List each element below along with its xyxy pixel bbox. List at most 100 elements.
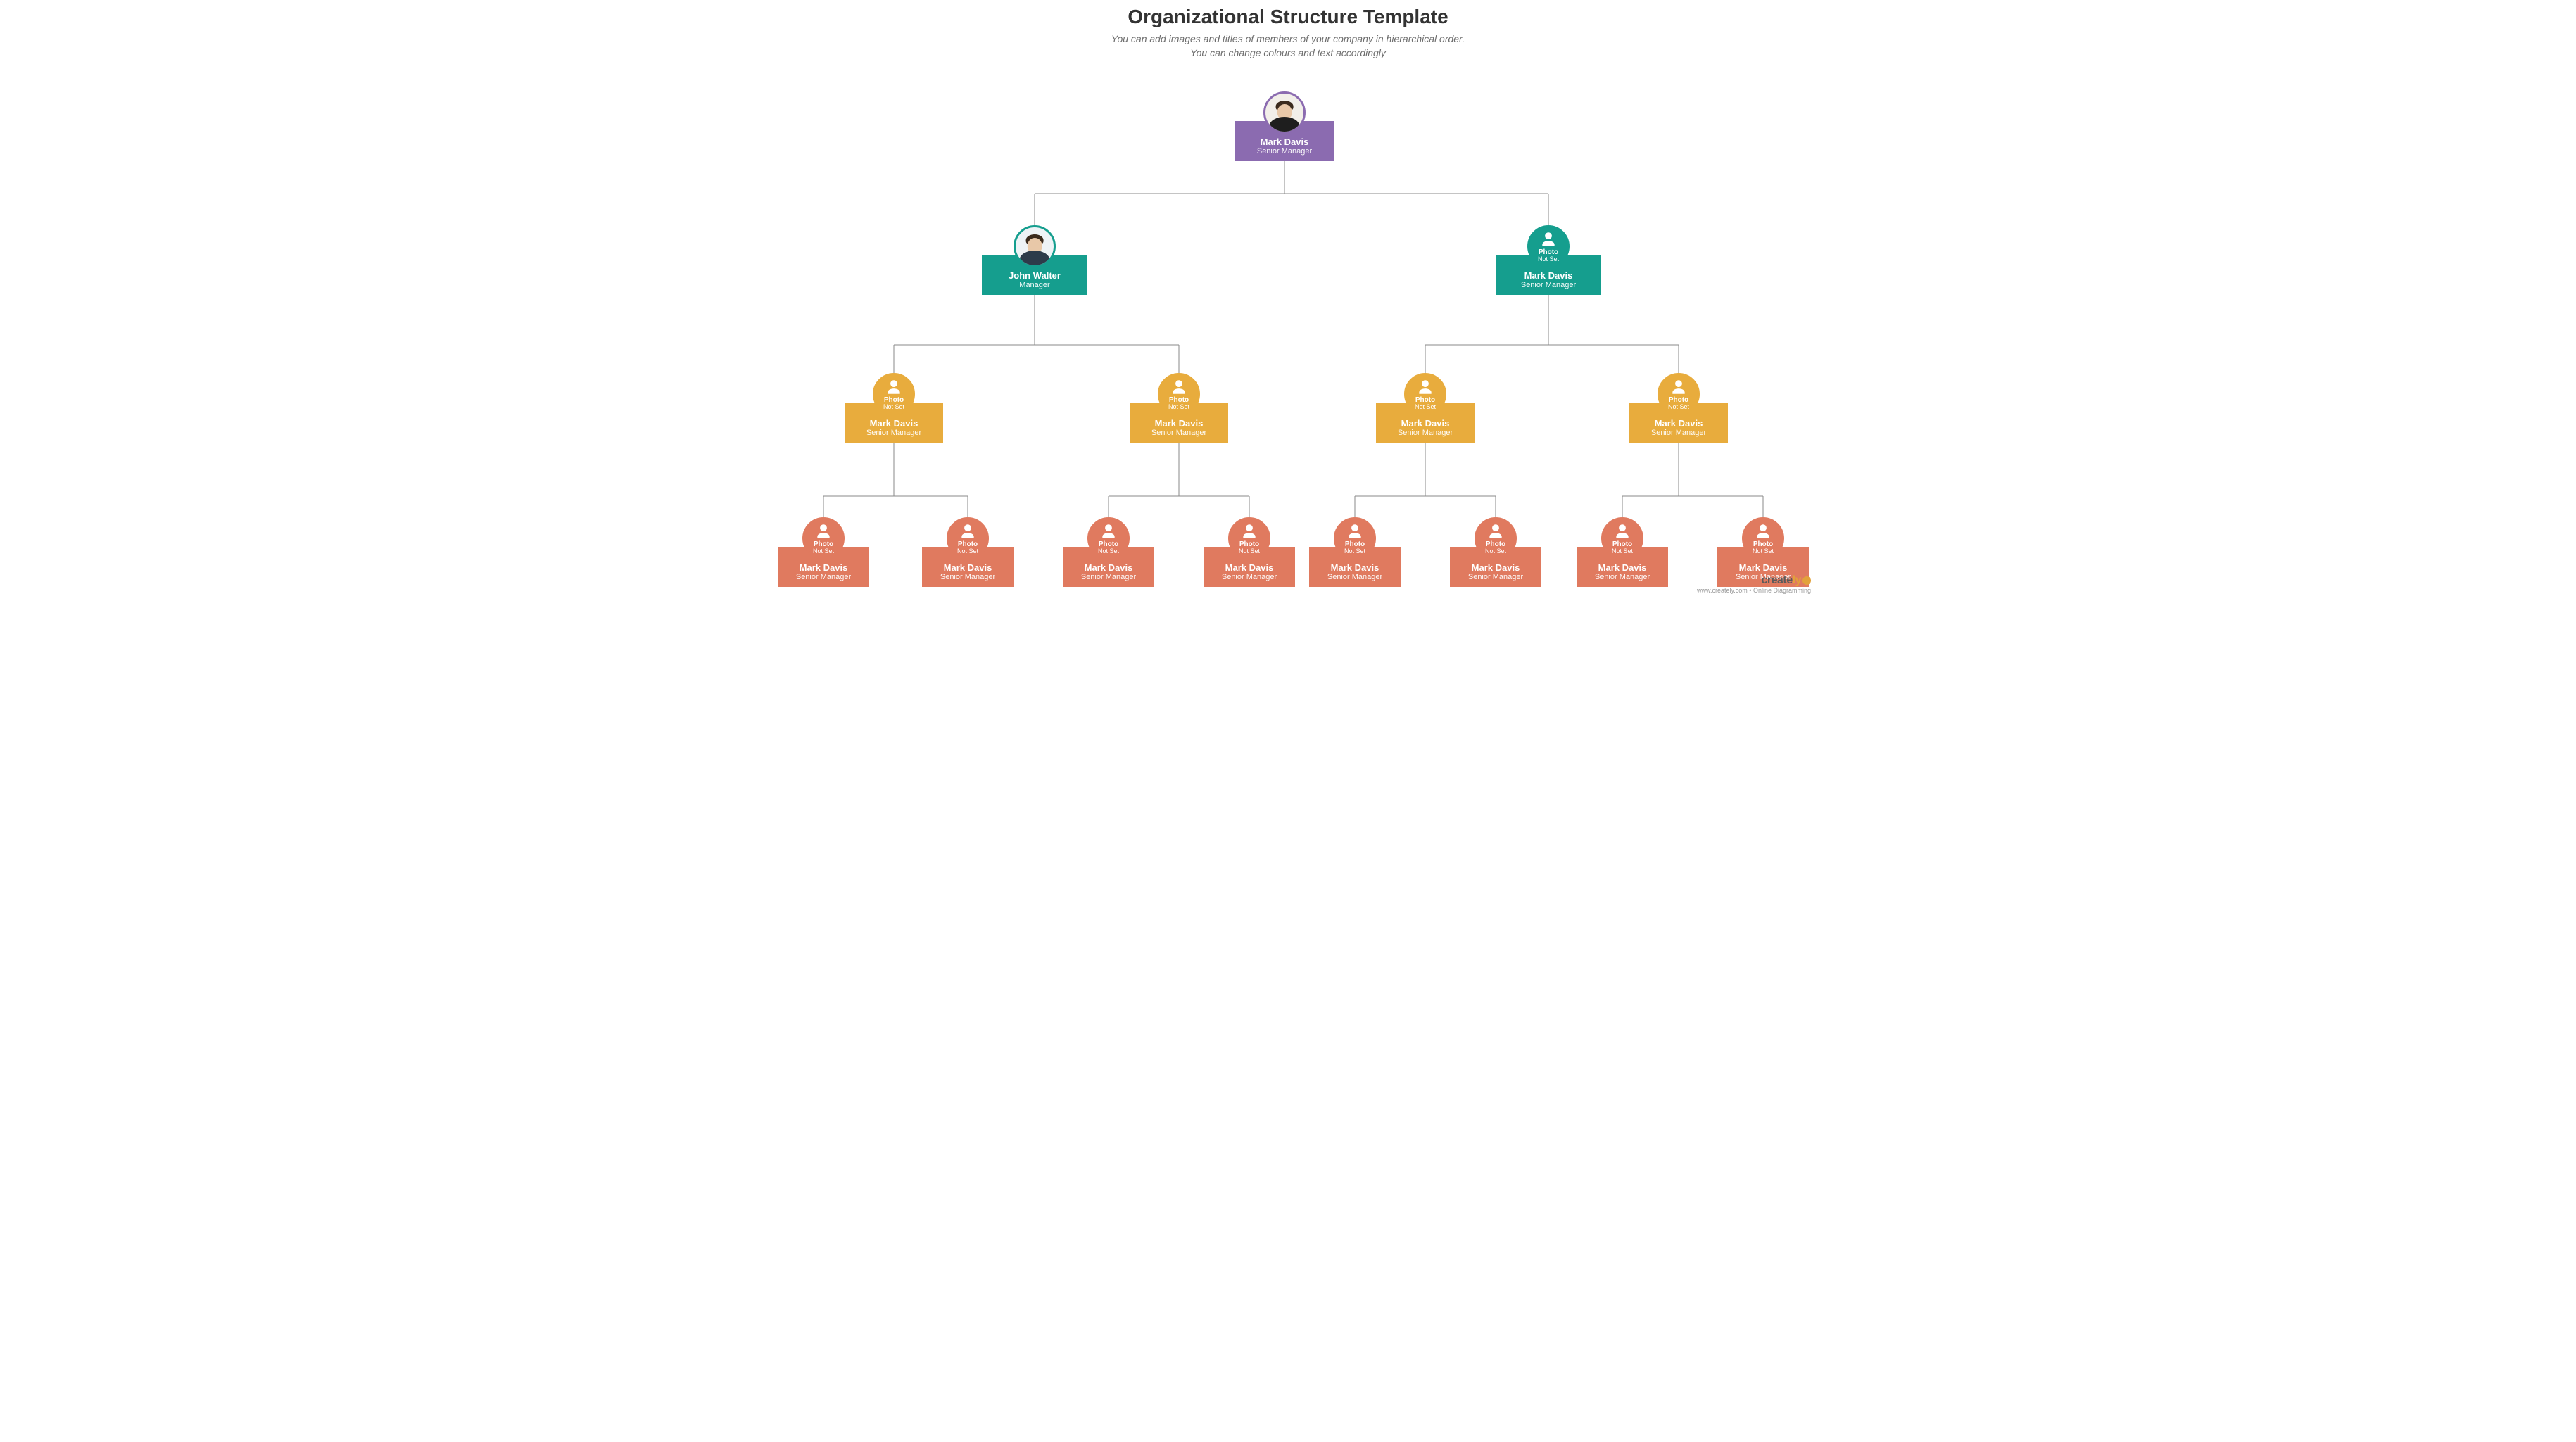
avatar-placeholder: PhotoNot Set — [802, 517, 845, 559]
avatar-sublabel: Not Set — [1098, 548, 1119, 555]
avatar-label: Photo — [1415, 396, 1435, 404]
avatar-placeholder: PhotoNot Set — [1158, 373, 1200, 415]
person-icon — [1346, 522, 1364, 540]
watermark: creately www.creately.com • Online Diagr… — [1697, 574, 1811, 594]
brand-logo: creately — [1762, 574, 1812, 586]
avatar-label: Photo — [1753, 540, 1773, 548]
org-node[interactable]: PhotoNot Set Mark DavisSenior Manager — [1450, 517, 1541, 587]
person-role: Senior Manager — [929, 573, 1006, 581]
avatar-placeholder: PhotoNot Set — [947, 517, 989, 559]
person-icon — [1240, 522, 1258, 540]
avatar-label: Photo — [1239, 540, 1259, 548]
org-node[interactable]: Mark DavisSenior Manager — [1235, 91, 1334, 161]
person-icon — [1613, 522, 1631, 540]
person-role: Senior Manager — [1316, 573, 1394, 581]
avatar-label: Photo — [1539, 248, 1558, 256]
avatar-sublabel: Not Set — [1168, 404, 1189, 411]
org-node[interactable]: PhotoNot Set Mark DavisSenior Manager — [1309, 517, 1401, 587]
person-role: Senior Manager — [1242, 147, 1327, 156]
avatar-label: Photo — [1099, 540, 1118, 548]
person-name: Mark Davis — [1242, 137, 1327, 147]
avatar-placeholder: PhotoNot Set — [1404, 373, 1446, 415]
avatar-label: Photo — [958, 540, 978, 548]
page-subtitle: You can add images and titles of members… — [757, 32, 1819, 60]
person-name: Mark Davis — [1503, 270, 1594, 281]
person-name: Mark Davis — [1070, 562, 1147, 573]
person-icon — [1016, 227, 1054, 265]
person-role: Senior Manager — [852, 429, 936, 437]
person-icon — [814, 522, 833, 540]
org-node[interactable]: PhotoNot Set Mark DavisSenior Manager — [845, 373, 943, 443]
avatar-sublabel: Not Set — [1753, 548, 1774, 555]
avatar-photo — [1014, 225, 1056, 267]
avatar-label: Photo — [1486, 540, 1505, 548]
person-role: Senior Manager — [1211, 573, 1288, 581]
org-node[interactable]: PhotoNot Set Mark DavisSenior Manager — [1629, 373, 1728, 443]
person-role: Senior Manager — [1584, 573, 1661, 581]
person-role: Manager — [989, 281, 1080, 289]
person-icon — [1754, 522, 1772, 540]
avatar-sublabel: Not Set — [1239, 548, 1260, 555]
org-node[interactable]: PhotoNot Set Mark DavisSenior Manager — [778, 517, 869, 587]
person-name: Mark Davis — [1724, 562, 1802, 573]
avatar-photo — [1263, 91, 1306, 134]
person-role: Senior Manager — [1383, 429, 1467, 437]
person-role: Senior Manager — [785, 573, 862, 581]
avatar-placeholder: PhotoNot Set — [1742, 517, 1784, 559]
avatar-label: Photo — [814, 540, 833, 548]
person-role: Senior Manager — [1070, 573, 1147, 581]
person-name: Mark Davis — [1316, 562, 1394, 573]
avatar-sublabel: Not Set — [813, 548, 834, 555]
person-icon — [1539, 230, 1558, 248]
avatar-placeholder: PhotoNot Set — [1228, 517, 1270, 559]
avatar-label: Photo — [884, 396, 904, 404]
avatar-sublabel: Not Set — [883, 404, 904, 411]
person-name: Mark Davis — [1457, 562, 1534, 573]
brand-dot-icon — [1802, 576, 1811, 585]
person-name: Mark Davis — [785, 562, 862, 573]
org-node[interactable]: PhotoNot SetMark DavisSenior Manager — [1577, 517, 1668, 587]
person-icon — [1099, 522, 1118, 540]
person-name: Mark Davis — [1636, 418, 1721, 429]
person-role: Senior Manager — [1137, 429, 1221, 437]
avatar-placeholder: PhotoNot Set — [1087, 517, 1130, 559]
org-node[interactable]: PhotoNot Set Mark DavisSenior Manager — [1376, 373, 1475, 443]
avatar-sublabel: Not Set — [1612, 548, 1633, 555]
person-icon — [1170, 378, 1188, 396]
org-node[interactable]: PhotoNot Set Mark DavisSenior Manager — [1204, 517, 1295, 587]
avatar-sublabel: Not Set — [1415, 404, 1436, 411]
avatar-sublabel: Not Set — [1485, 548, 1506, 555]
avatar-placeholder: PhotoNot Set — [1527, 225, 1570, 267]
watermark-tagline: www.creately.com • Online Diagramming — [1697, 587, 1811, 594]
person-name: Mark Davis — [852, 418, 936, 429]
header: Organizational Structure Template You ca… — [757, 0, 1819, 60]
avatar-label: Photo — [1669, 396, 1688, 404]
person-icon — [1416, 378, 1434, 396]
org-node[interactable]: PhotoNot SetMark DavisSenior Manager — [1130, 373, 1228, 443]
org-node[interactable]: PhotoNot Set Mark DavisSenior Manager — [922, 517, 1014, 587]
person-name: Mark Davis — [1211, 562, 1288, 573]
avatar-placeholder: PhotoNot Set — [1475, 517, 1517, 559]
person-icon — [885, 378, 903, 396]
org-node[interactable]: John WalterManager — [982, 225, 1087, 295]
person-role: Senior Manager — [1457, 573, 1534, 581]
person-role: Senior Manager — [1636, 429, 1721, 437]
page-title: Organizational Structure Template — [757, 6, 1819, 28]
org-node[interactable]: PhotoNot Set Mark DavisSenior Manager — [1496, 225, 1601, 295]
avatar-label: Photo — [1169, 396, 1189, 404]
person-name: John Walter — [989, 270, 1080, 281]
person-role: Senior Manager — [1503, 281, 1594, 289]
avatar-placeholder: PhotoNot Set — [1334, 517, 1376, 559]
avatar-sublabel: Not Set — [1538, 256, 1559, 263]
avatar-placeholder: PhotoNot Set — [1658, 373, 1700, 415]
person-icon — [959, 522, 977, 540]
avatar-placeholder: PhotoNot Set — [873, 373, 915, 415]
avatar-label: Photo — [1345, 540, 1365, 548]
person-name: Mark Davis — [1383, 418, 1467, 429]
person-icon — [1486, 522, 1505, 540]
org-node[interactable]: PhotoNot Set Mark DavisSenior Manager — [1063, 517, 1154, 587]
person-name: Mark Davis — [929, 562, 1006, 573]
org-chart-canvas: Organizational Structure Template You ca… — [757, 0, 1819, 598]
connector-layer — [757, 0, 1819, 598]
person-icon — [1669, 378, 1688, 396]
